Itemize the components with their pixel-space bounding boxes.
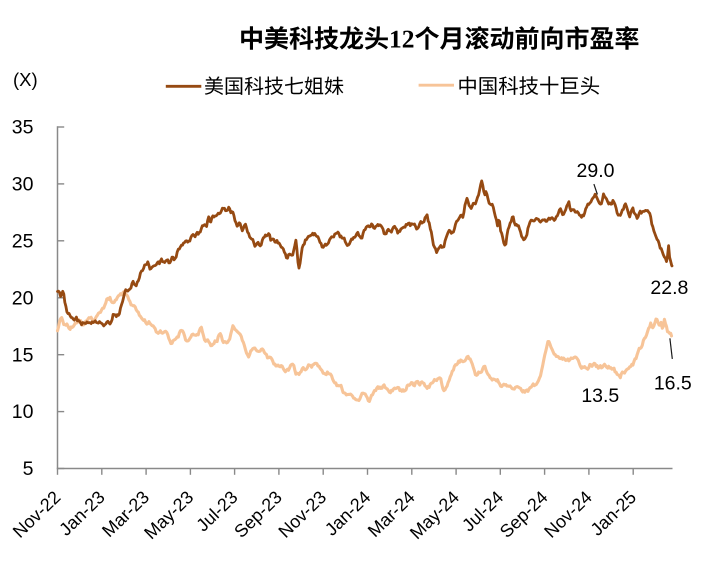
svg-text:30: 30 — [12, 174, 34, 196]
svg-text:5: 5 — [23, 458, 34, 480]
svg-text:29.0: 29.0 — [577, 160, 615, 182]
svg-text:15: 15 — [12, 344, 34, 366]
svg-text:25: 25 — [12, 230, 34, 252]
svg-text:35: 35 — [12, 117, 34, 139]
svg-text:10: 10 — [12, 401, 34, 423]
svg-text:(X): (X) — [13, 69, 38, 90]
svg-text:22.8: 22.8 — [650, 277, 688, 299]
svg-text:13.5: 13.5 — [581, 385, 619, 407]
svg-text:16.5: 16.5 — [654, 372, 692, 394]
svg-text:20: 20 — [12, 287, 34, 309]
